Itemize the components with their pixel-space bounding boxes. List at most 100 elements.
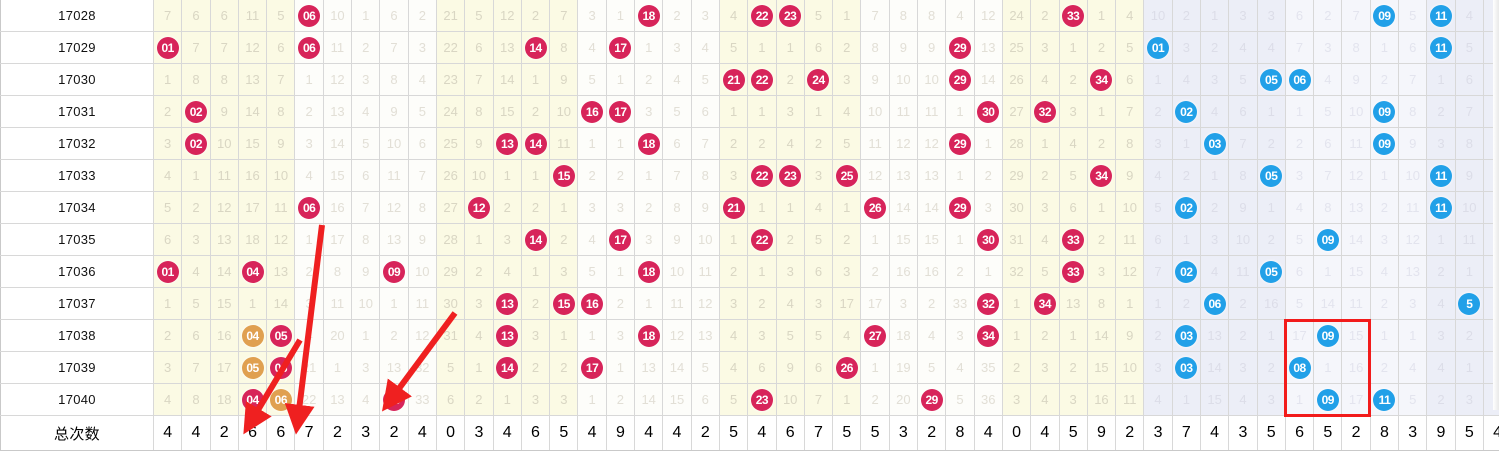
number-cell[interactable]: 02 <box>1172 256 1200 288</box>
issue-number-cell[interactable]: 17029 <box>1 32 154 64</box>
number-cell[interactable]: 08 <box>1285 352 1313 384</box>
number-cell[interactable]: 8 <box>1314 192 1342 224</box>
number-cell[interactable]: 2 <box>861 384 889 416</box>
number-cell[interactable]: 16 <box>918 256 946 288</box>
number-cell[interactable]: 10 <box>861 96 889 128</box>
number-cell[interactable]: 3 <box>1427 320 1455 352</box>
number-cell[interactable]: 04 <box>238 256 266 288</box>
number-cell[interactable]: 6 <box>663 128 691 160</box>
number-cell[interactable]: 13 <box>635 352 663 384</box>
number-cell[interactable]: 06 <box>295 0 323 32</box>
number-cell[interactable]: 06 <box>295 192 323 224</box>
number-cell[interactable]: 6 <box>1399 32 1427 64</box>
number-cell[interactable]: 02 <box>182 128 210 160</box>
number-cell[interactable]: 30 <box>974 96 1002 128</box>
number-cell[interactable]: 7 <box>182 32 210 64</box>
number-cell[interactable]: 2 <box>663 0 691 32</box>
number-cell[interactable]: 10 <box>465 160 493 192</box>
number-cell[interactable]: 1 <box>550 320 578 352</box>
number-cell[interactable]: 3 <box>1031 192 1059 224</box>
number-cell[interactable]: 10 <box>408 256 436 288</box>
number-cell[interactable]: 9 <box>1116 160 1144 192</box>
number-cell[interactable]: 17 <box>606 96 634 128</box>
number-cell[interactable]: 10 <box>1342 96 1370 128</box>
number-cell[interactable]: 4 <box>493 256 521 288</box>
number-cell[interactable]: 1 <box>776 192 804 224</box>
number-cell[interactable]: 1 <box>748 32 776 64</box>
number-cell[interactable]: 8 <box>267 96 295 128</box>
number-cell[interactable]: 5 <box>1116 32 1144 64</box>
number-cell[interactable]: 19 <box>889 352 917 384</box>
number-cell[interactable]: 9 <box>550 64 578 96</box>
number-cell[interactable]: 2 <box>635 192 663 224</box>
number-cell[interactable]: 3 <box>1229 0 1257 32</box>
number-cell[interactable]: 7 <box>1455 96 1483 128</box>
number-cell[interactable]: 1 <box>182 160 210 192</box>
number-cell[interactable]: 9 <box>408 224 436 256</box>
number-cell[interactable]: 4 <box>691 32 719 64</box>
number-cell[interactable]: 22 <box>748 160 776 192</box>
number-cell[interactable]: 11 <box>1455 224 1483 256</box>
number-cell[interactable]: 9 <box>861 64 889 96</box>
number-cell[interactable]: 1 <box>974 128 1002 160</box>
number-cell[interactable]: 3 <box>606 192 634 224</box>
number-cell[interactable]: 2 <box>1087 128 1115 160</box>
number-cell[interactable]: 12 <box>323 64 351 96</box>
number-cell[interactable]: 4 <box>295 320 323 352</box>
number-cell[interactable]: 2 <box>974 160 1002 192</box>
number-cell[interactable]: 11 <box>889 96 917 128</box>
number-cell[interactable]: 3 <box>1059 384 1087 416</box>
number-cell[interactable]: 3 <box>748 320 776 352</box>
number-cell[interactable]: 26 <box>1002 64 1030 96</box>
number-cell[interactable]: 11 <box>663 288 691 320</box>
number-cell[interactable]: 4 <box>1200 256 1228 288</box>
number-cell[interactable]: 12 <box>1116 256 1144 288</box>
number-cell[interactable]: 2 <box>1172 0 1200 32</box>
number-cell[interactable]: 8 <box>691 160 719 192</box>
number-cell[interactable]: 02 <box>1172 96 1200 128</box>
number-cell[interactable]: 2 <box>1172 160 1200 192</box>
number-cell[interactable]: 8 <box>861 32 889 64</box>
number-cell[interactable]: 1 <box>1087 0 1115 32</box>
number-cell[interactable]: 2 <box>154 320 182 352</box>
number-cell[interactable]: 2 <box>1427 384 1455 416</box>
number-cell[interactable]: 1 <box>578 128 606 160</box>
number-cell[interactable]: 4 <box>1144 384 1172 416</box>
number-cell[interactable]: 10 <box>380 384 408 416</box>
number-cell[interactable]: 1 <box>154 288 182 320</box>
number-cell[interactable]: 3 <box>1144 352 1172 384</box>
number-cell[interactable]: 9 <box>352 256 380 288</box>
number-cell[interactable]: 34 <box>974 320 1002 352</box>
number-cell[interactable]: 4 <box>663 64 691 96</box>
number-cell[interactable]: 10 <box>1229 224 1257 256</box>
number-cell[interactable]: 7 <box>663 160 691 192</box>
number-cell[interactable]: 02 <box>182 96 210 128</box>
number-cell[interactable]: 13 <box>1342 192 1370 224</box>
number-cell[interactable]: 2 <box>578 160 606 192</box>
number-cell[interactable]: 7 <box>1229 128 1257 160</box>
number-cell[interactable]: 3 <box>1200 64 1228 96</box>
number-cell[interactable]: 1 <box>1087 192 1115 224</box>
number-cell[interactable]: 2 <box>182 192 210 224</box>
number-cell[interactable]: 33 <box>1059 256 1087 288</box>
number-cell[interactable]: 6 <box>1116 64 1144 96</box>
number-cell[interactable]: 1 <box>861 352 889 384</box>
number-cell[interactable]: 13 <box>493 128 521 160</box>
number-cell[interactable]: 8 <box>918 0 946 32</box>
number-cell[interactable]: 30 <box>1002 192 1030 224</box>
number-cell[interactable]: 5 <box>776 320 804 352</box>
number-cell[interactable]: 16 <box>323 192 351 224</box>
number-cell[interactable]: 15 <box>493 96 521 128</box>
number-cell[interactable]: 5 <box>436 352 464 384</box>
number-cell[interactable]: 6 <box>691 96 719 128</box>
number-cell[interactable]: 1 <box>1031 128 1059 160</box>
number-cell[interactable]: 6 <box>691 384 719 416</box>
number-cell[interactable]: 14 <box>1200 352 1228 384</box>
number-cell[interactable]: 13 <box>493 320 521 352</box>
number-cell[interactable]: 13 <box>210 224 238 256</box>
number-cell[interactable]: 5 <box>663 96 691 128</box>
number-cell[interactable]: 6 <box>1455 64 1483 96</box>
number-cell[interactable]: 6 <box>352 160 380 192</box>
number-cell[interactable]: 3 <box>154 128 182 160</box>
number-cell[interactable]: 2 <box>295 256 323 288</box>
